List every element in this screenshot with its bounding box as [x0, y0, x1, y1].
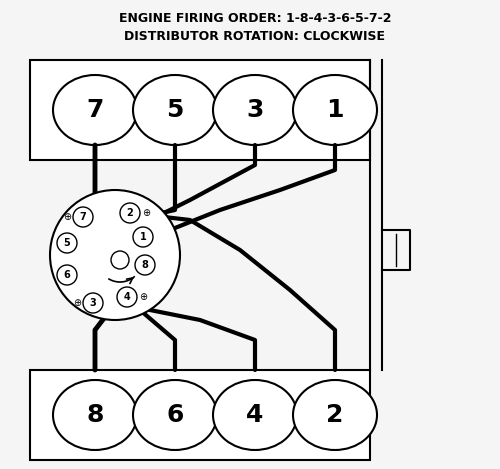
- Circle shape: [135, 255, 155, 275]
- Text: 1: 1: [326, 98, 344, 122]
- Text: DISTRIBUTOR ROTATION: CLOCKWISE: DISTRIBUTOR ROTATION: CLOCKWISE: [124, 30, 386, 43]
- Circle shape: [133, 227, 153, 247]
- Text: 1: 1: [140, 232, 146, 242]
- Text: 2: 2: [126, 208, 134, 218]
- Text: ENGINE FIRING ORDER: 1-8-4-3-6-5-7-2: ENGINE FIRING ORDER: 1-8-4-3-6-5-7-2: [119, 12, 391, 25]
- Text: 8: 8: [86, 403, 104, 427]
- Text: ⊕: ⊕: [63, 212, 71, 222]
- Circle shape: [57, 265, 77, 285]
- Text: 4: 4: [124, 292, 130, 302]
- Circle shape: [83, 293, 103, 313]
- Ellipse shape: [293, 75, 377, 145]
- Ellipse shape: [133, 75, 217, 145]
- Text: 3: 3: [246, 98, 264, 122]
- Ellipse shape: [213, 75, 297, 145]
- Ellipse shape: [53, 380, 137, 450]
- Circle shape: [57, 233, 77, 253]
- Text: 5: 5: [64, 238, 70, 248]
- Text: ⊕: ⊕: [139, 292, 147, 302]
- Text: 3: 3: [90, 298, 96, 308]
- Circle shape: [117, 287, 137, 307]
- Ellipse shape: [53, 75, 137, 145]
- Ellipse shape: [213, 380, 297, 450]
- Text: 6: 6: [166, 403, 184, 427]
- Bar: [30, 60, 370, 160]
- Circle shape: [50, 190, 180, 320]
- Circle shape: [111, 251, 129, 269]
- Circle shape: [120, 203, 140, 223]
- Bar: [30, 370, 370, 460]
- Text: 6: 6: [64, 270, 70, 280]
- Text: 2: 2: [326, 403, 344, 427]
- Text: ⊕: ⊕: [73, 298, 81, 308]
- Text: 7: 7: [80, 212, 86, 222]
- Text: 4: 4: [246, 403, 264, 427]
- Ellipse shape: [293, 380, 377, 450]
- Ellipse shape: [133, 380, 217, 450]
- Text: ⊕: ⊕: [142, 208, 150, 218]
- Circle shape: [73, 207, 93, 227]
- Text: 5: 5: [166, 98, 184, 122]
- Text: 7: 7: [86, 98, 104, 122]
- Text: 8: 8: [142, 260, 148, 270]
